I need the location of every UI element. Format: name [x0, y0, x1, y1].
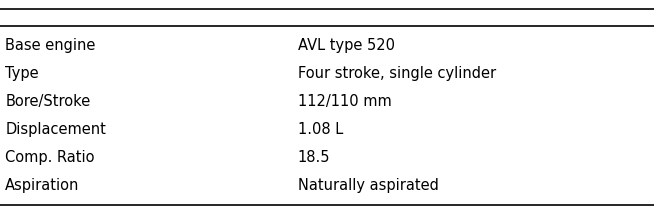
Text: Naturally aspirated: Naturally aspirated	[298, 178, 438, 193]
Text: Base engine: Base engine	[5, 37, 95, 52]
Text: 112/110 mm: 112/110 mm	[298, 94, 391, 108]
Text: Comp. Ratio: Comp. Ratio	[5, 150, 95, 165]
Text: Type: Type	[5, 65, 39, 80]
Text: 1.08 L: 1.08 L	[298, 122, 343, 137]
Text: 18.5: 18.5	[298, 150, 330, 165]
Text: Displacement: Displacement	[5, 122, 106, 137]
Text: Aspiration: Aspiration	[5, 178, 80, 193]
Text: Bore/Stroke: Bore/Stroke	[5, 94, 90, 108]
Text: AVL type 520: AVL type 520	[298, 37, 394, 52]
Text: Four stroke, single cylinder: Four stroke, single cylinder	[298, 65, 496, 80]
